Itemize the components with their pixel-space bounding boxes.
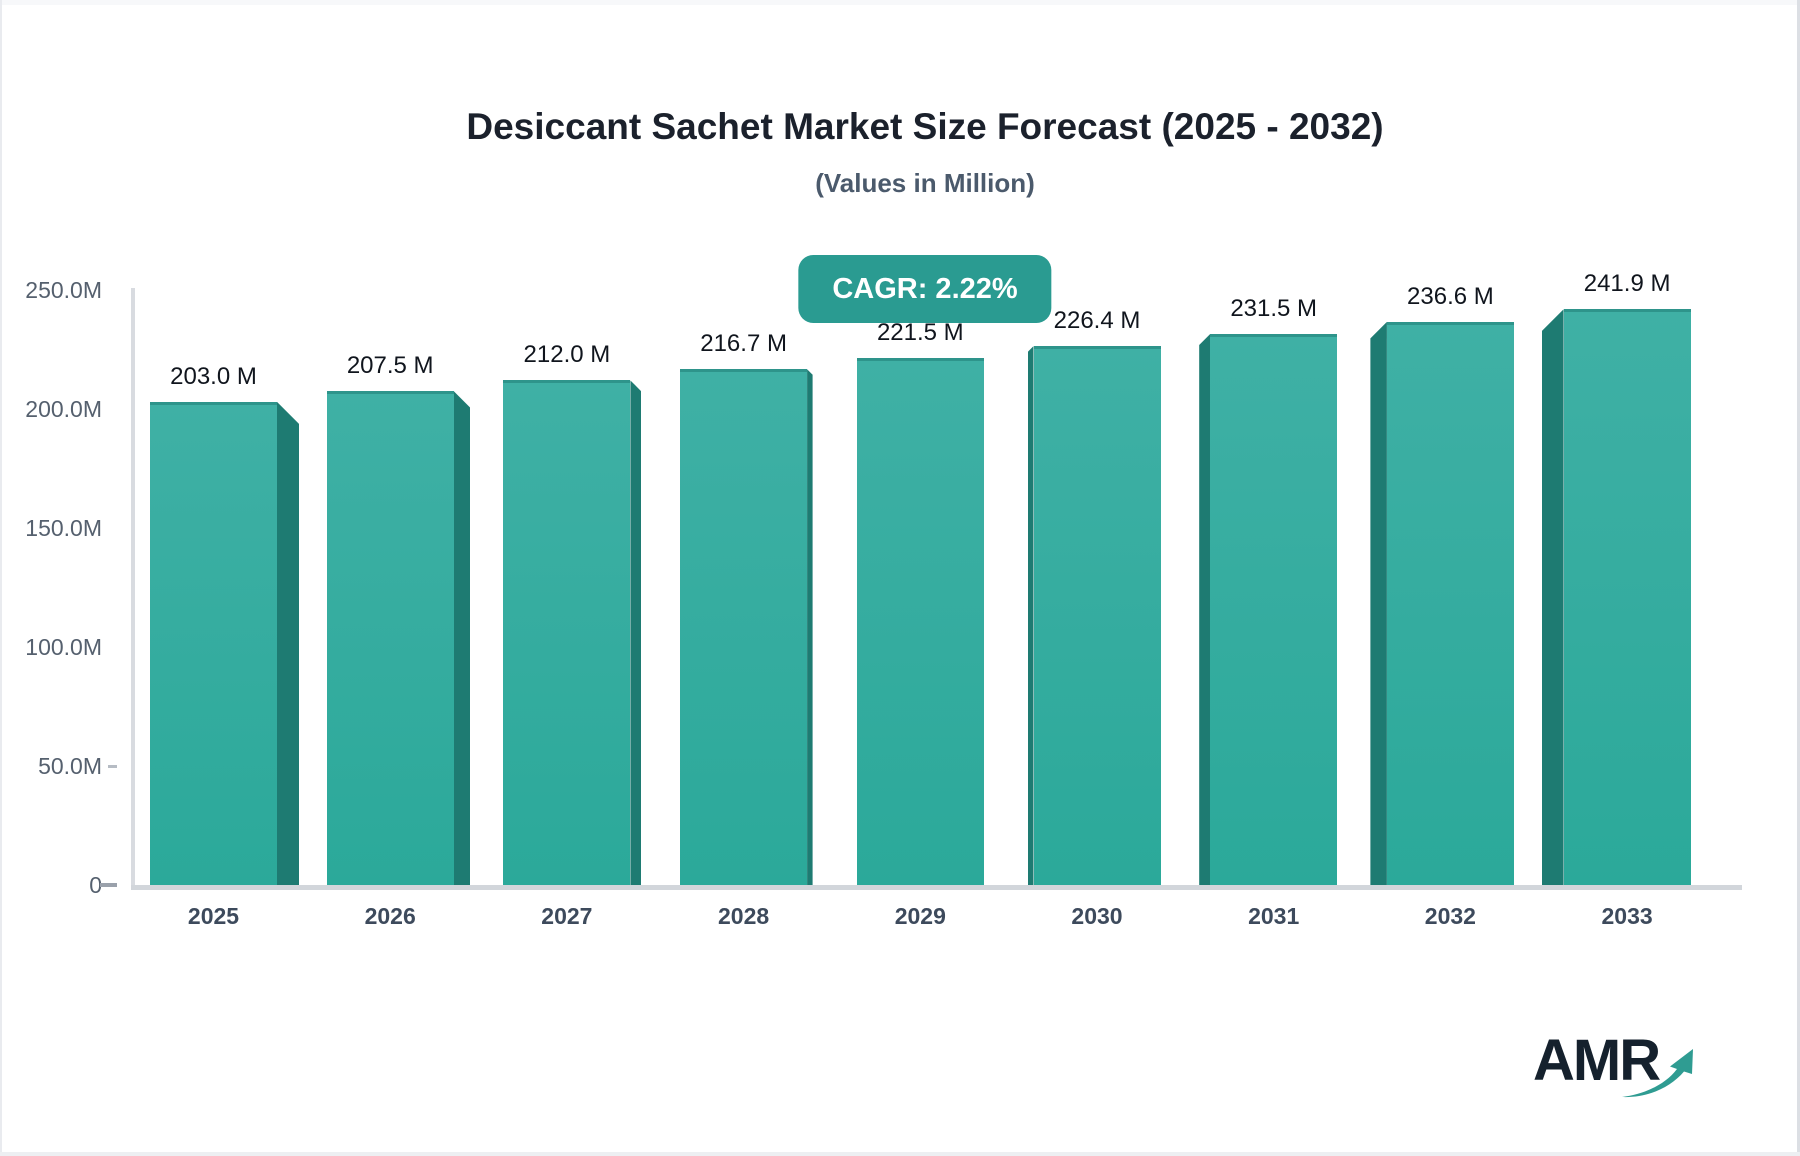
x-tick-label: 2029 bbox=[894, 903, 946, 929]
x-tick-label: 2032 bbox=[1424, 903, 1476, 929]
bar-2031[interactable] bbox=[1210, 334, 1338, 885]
y-tick-label: 250.0M bbox=[25, 277, 102, 303]
cagr-badge: CAGR: 2.22% bbox=[798, 255, 1052, 323]
bar-2025[interactable] bbox=[150, 401, 277, 885]
bar-value-label: 221.5 M bbox=[876, 318, 964, 346]
bar-value-label: 207.5 M bbox=[346, 352, 434, 380]
bar-side-panel bbox=[1541, 309, 1564, 885]
x-tick-label: 2025 bbox=[187, 903, 240, 929]
x-tick-label: 2027 bbox=[541, 903, 593, 929]
y-tick-label: 100.0M bbox=[25, 634, 102, 660]
x-tick-label: 2031 bbox=[1248, 903, 1300, 929]
y-tick-label: 50.0M bbox=[38, 753, 102, 779]
chart-subtitle: (Values in Million) bbox=[815, 168, 1035, 198]
canvas-edge-left bbox=[0, 0, 2, 1156]
chart-title: Desiccant Sachet Market Size Forecast (2… bbox=[466, 106, 1384, 147]
amr-logo: AMR bbox=[1533, 1032, 1733, 1112]
bar-value-label: 226.4 M bbox=[1053, 307, 1141, 335]
bar-side-panel bbox=[277, 401, 299, 885]
x-tick-label: 2028 bbox=[718, 903, 770, 929]
bar-2026[interactable] bbox=[326, 391, 454, 885]
y-axis-line bbox=[131, 288, 135, 889]
y-tick-mark bbox=[108, 764, 117, 768]
bar-side-panel bbox=[807, 369, 813, 885]
x-tick-label: 2026 bbox=[364, 903, 416, 929]
bar-2029[interactable] bbox=[856, 357, 984, 885]
y-tick-label: 0 bbox=[89, 872, 102, 898]
y-tick-label: 150.0M bbox=[25, 515, 102, 541]
bar-2030[interactable] bbox=[1033, 346, 1161, 885]
x-tick-label: 2033 bbox=[1601, 903, 1653, 929]
bar-value-label: 212.0 M bbox=[523, 341, 611, 369]
bar-side-panel bbox=[630, 380, 642, 885]
bar-side-panel bbox=[1028, 346, 1034, 885]
bar-value-label: 216.7 M bbox=[700, 330, 787, 358]
bar-2027[interactable] bbox=[503, 380, 631, 885]
canvas-edge-top bbox=[0, 0, 1800, 5]
bar-side-panel bbox=[1370, 321, 1387, 885]
bar-side-panel bbox=[453, 391, 471, 885]
canvas-edge-bottom bbox=[0, 1152, 1800, 1156]
bar-value-label: 241.9 M bbox=[1583, 270, 1671, 298]
x-tick-label: 2030 bbox=[1071, 903, 1123, 929]
bar-2028[interactable] bbox=[680, 369, 808, 885]
y-tick-mark bbox=[100, 883, 117, 887]
bar-value-label: 231.5 M bbox=[1230, 295, 1318, 323]
bar-2032[interactable] bbox=[1386, 321, 1514, 885]
bar-2033[interactable] bbox=[1563, 309, 1691, 885]
amr-logo-text: AMR bbox=[1533, 1028, 1661, 1093]
canvas-edge-right bbox=[1797, 0, 1800, 1156]
growth-arrow-icon bbox=[1622, 1049, 1693, 1098]
y-tick-label: 200.0M bbox=[25, 396, 102, 422]
x-axis-line bbox=[131, 885, 1742, 890]
bar-value-label: 236.6 M bbox=[1407, 282, 1494, 310]
bar-value-label: 203.0 M bbox=[170, 362, 257, 390]
bar-side-panel bbox=[1199, 334, 1211, 885]
